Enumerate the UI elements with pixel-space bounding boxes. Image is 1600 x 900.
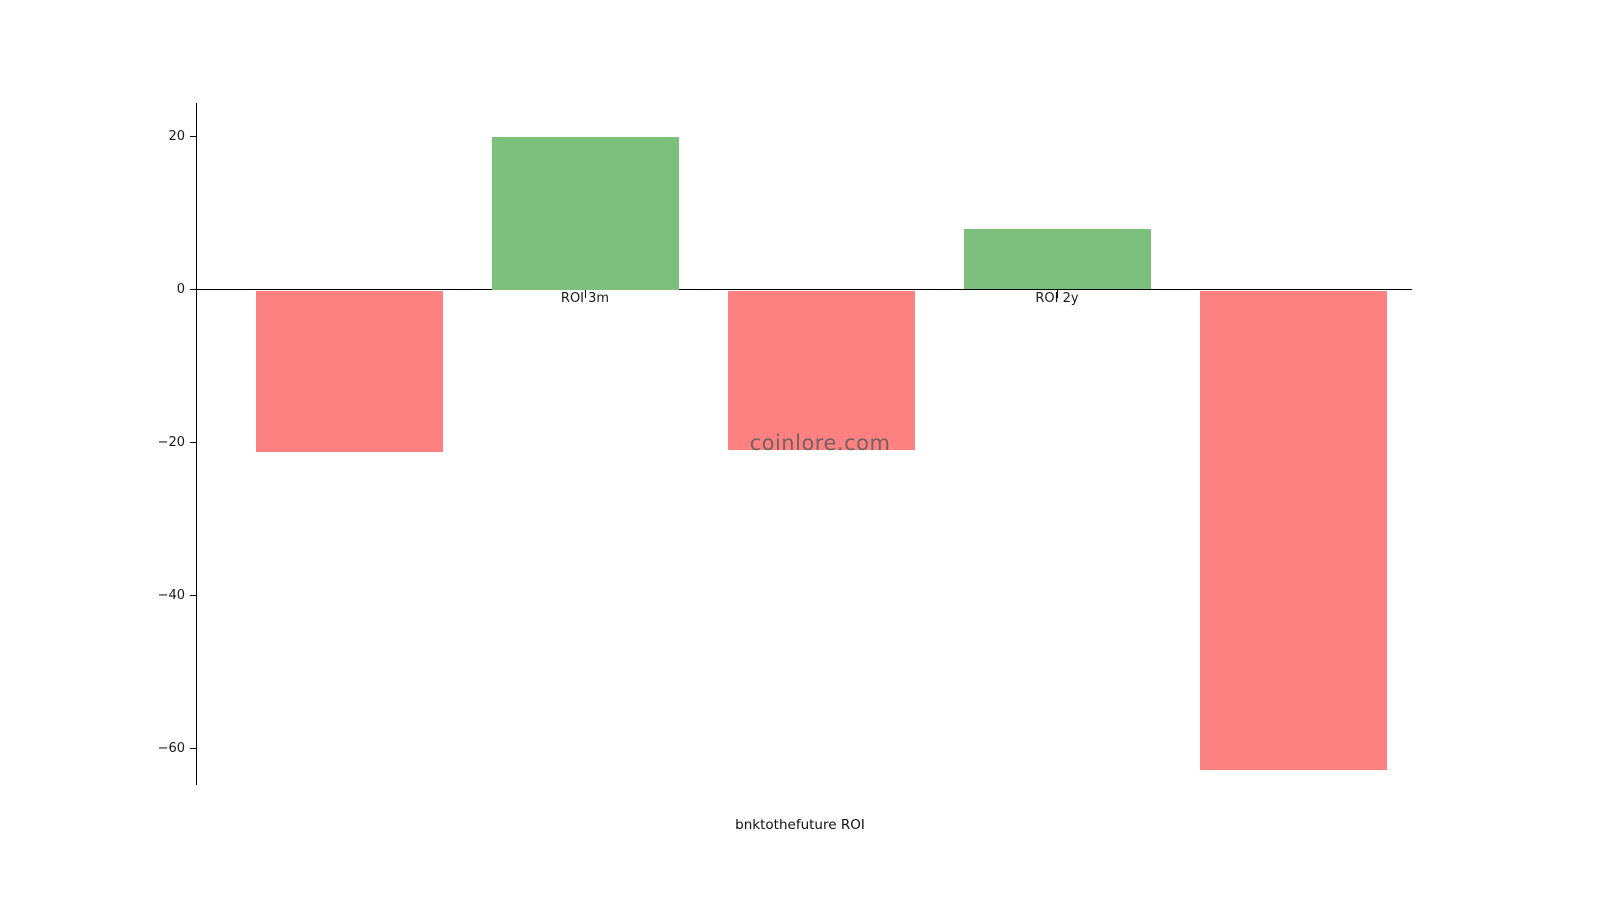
x-axis-zero-line [196, 289, 1412, 290]
y-tick-label: −40 [157, 587, 185, 603]
x-tick-mark [585, 289, 586, 298]
bar-series-0[interactable] [255, 290, 443, 452]
y-tick-label: 0 [176, 281, 185, 297]
x-tick-label-roi-2y: ROI 2y [1035, 290, 1079, 306]
bar-series-2[interactable] [727, 290, 915, 451]
x-tick-label-roi-3m: ROI 3m [560, 290, 610, 306]
bar-roi-2y[interactable] [963, 229, 1151, 290]
y-tick-label: −60 [157, 740, 185, 756]
bar-roi-3m[interactable] [491, 136, 679, 290]
watermark: coinlore.com [749, 431, 891, 455]
y-tick-mark [190, 442, 196, 443]
y-tick-mark [190, 748, 196, 749]
bar-series-4[interactable] [1199, 290, 1387, 771]
y-tick-label: −20 [157, 434, 185, 450]
x-tick-mark [1057, 289, 1058, 298]
y-tick-mark [190, 595, 196, 596]
y-tick-mark [190, 289, 196, 290]
chart-title: bnktothefuture ROI [735, 817, 865, 833]
y-tick-mark [190, 136, 196, 137]
y-tick-label: 20 [168, 128, 185, 144]
y-axis [196, 103, 197, 785]
